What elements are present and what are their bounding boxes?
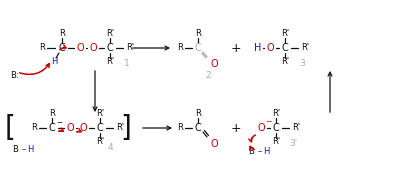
Text: R': R' <box>301 43 309 52</box>
Text: R': R' <box>292 123 300 132</box>
Text: C: C <box>97 123 103 133</box>
Text: C: C <box>282 43 288 53</box>
Text: 3': 3' <box>289 139 297 148</box>
Text: B: B <box>12 146 18 155</box>
Text: O: O <box>257 123 265 133</box>
Text: C: C <box>195 123 201 133</box>
Text: R: R <box>59 29 65 38</box>
Text: O: O <box>210 139 218 149</box>
Text: R: R <box>177 123 183 132</box>
Text: R: R <box>49 109 55 118</box>
Text: 3: 3 <box>299 59 305 68</box>
Text: R': R' <box>281 29 289 38</box>
Text: R: R <box>195 109 201 118</box>
Text: R': R' <box>96 137 104 146</box>
Text: R: R <box>177 43 183 52</box>
Text: O: O <box>210 59 218 69</box>
Text: 2: 2 <box>205 72 211 81</box>
Text: R': R' <box>281 57 289 66</box>
Text: −: − <box>56 118 62 128</box>
Text: −: − <box>265 118 271 127</box>
Text: O: O <box>79 123 87 133</box>
Text: O: O <box>76 43 84 53</box>
Text: H: H <box>263 148 269 157</box>
Text: 1: 1 <box>124 59 130 68</box>
Text: R': R' <box>272 109 280 118</box>
Text: R': R' <box>126 43 134 52</box>
Text: R': R' <box>116 123 124 132</box>
Text: B:: B: <box>10 70 18 79</box>
Text: C: C <box>195 43 201 53</box>
Text: R: R <box>39 43 45 52</box>
Text: R: R <box>195 29 201 38</box>
Text: R': R' <box>272 137 280 146</box>
Text: O: O <box>266 43 274 53</box>
Text: H: H <box>51 57 57 66</box>
Text: B: B <box>248 148 254 157</box>
Text: R': R' <box>106 57 114 66</box>
Text: +: + <box>231 121 241 135</box>
Text: O: O <box>89 43 97 53</box>
Text: R': R' <box>96 109 104 118</box>
Text: C: C <box>49 123 55 133</box>
Text: H: H <box>27 146 33 155</box>
Text: –: – <box>258 148 262 157</box>
Text: ]: ] <box>120 114 132 142</box>
Text: O: O <box>66 123 74 133</box>
Text: H: H <box>254 43 262 53</box>
Text: +: + <box>231 42 241 54</box>
Text: C: C <box>273 123 279 133</box>
Text: C: C <box>59 43 65 53</box>
Text: C: C <box>107 43 113 53</box>
Text: [: [ <box>4 114 16 142</box>
Text: R': R' <box>106 29 114 38</box>
Text: 4: 4 <box>107 144 113 153</box>
Text: –: – <box>22 146 26 155</box>
Text: R: R <box>31 123 37 132</box>
